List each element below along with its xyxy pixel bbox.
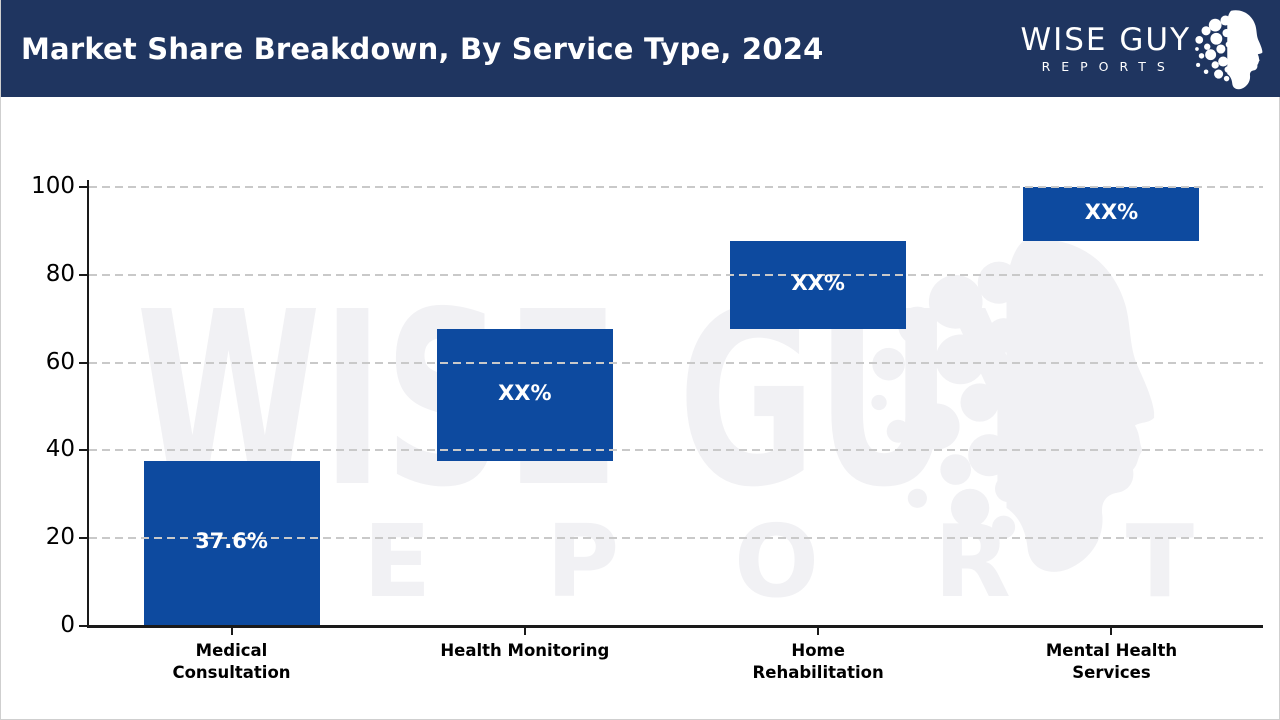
y-axis-line [87,180,89,628]
x-tick-mark [523,627,526,635]
y-tick-label: 60 [45,348,75,375]
bar-value-label: XX% [1084,200,1139,225]
category-label-line: Health Monitoring [440,641,610,660]
category-label-line: Rehabilitation [752,662,884,682]
category-label-line: Consultation [172,662,291,682]
y-tick-label: 100 [31,173,75,199]
gridline [89,537,1263,540]
brand-logo-text: WISE GUY REPORTS [1020,24,1191,74]
category-label-line: Home [791,641,845,660]
bar-segment [436,329,613,461]
brand-name: WISE GUY [1020,22,1191,59]
gridline [89,449,1263,452]
y-tick-label: 20 [45,524,75,551]
category-label: Medical Consultation [112,640,352,684]
dotted-head-profile-icon [1195,10,1263,90]
category-label: Health Monitoring [405,640,645,662]
y-tick-label: 0 [60,612,75,638]
x-tick-mark [230,627,233,635]
gridline [89,361,1263,364]
category-label-line: Mental Health [1045,641,1178,660]
watermark-text-2: R E P O R T S [171,503,1280,620]
bar-segment [1023,187,1200,242]
gridline [89,186,1263,188]
watermark-layer: WISE GUY R E P O R T S [1,97,1280,720]
category-label: Home Rehabilitation [698,640,938,684]
category-label-line: Medical [195,641,268,660]
x-tick-mark [1110,627,1113,635]
bar-value-label: XX% [498,381,552,406]
watermark-text-1: WISE GUY [136,260,1075,540]
bar-segment [730,241,907,330]
brand-logo: WISE GUY REPORTS [1020,8,1267,90]
category-label-line: Services [1072,662,1151,682]
bar-segment [143,460,320,626]
y-tick-label: 40 [45,436,75,463]
y-tick-mark [79,361,87,364]
y-tick-label: 80 [45,260,75,287]
brand-subname: REPORTS [1041,58,1176,74]
y-tick-mark [79,186,87,188]
x-tick-mark [817,627,820,635]
bar-value-label: 37.6% [195,529,268,554]
header-bar: Market Share Breakdown, By Service Type,… [1,0,1280,97]
category-label: Mental Health Services [991,640,1231,684]
bar-value-label: XX% [791,271,845,296]
watermark-head-profile-icon [871,239,1155,572]
x-axis-line [87,625,1263,628]
chart-title: Market Share Breakdown, By Service Type,… [21,31,824,66]
y-tick-mark [79,449,87,452]
y-tick-mark [79,625,87,627]
y-tick-mark [79,537,87,540]
gridline [89,273,1263,276]
y-tick-mark [79,273,87,276]
